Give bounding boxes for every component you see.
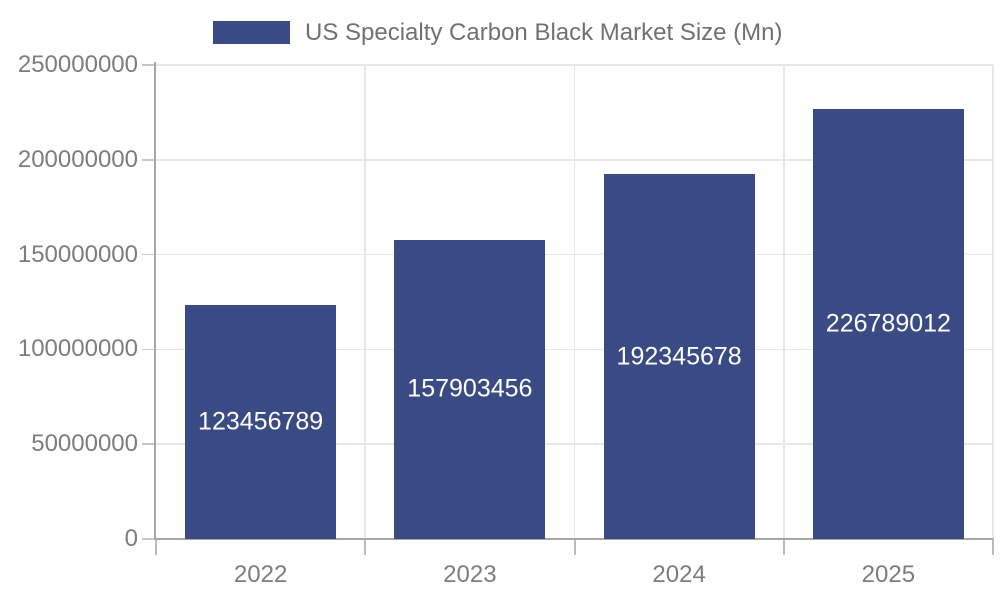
y-axis-tick-label: 200000000 [17,145,138,173]
bar-2025[interactable] [812,109,964,539]
y-tick-mark [142,538,156,540]
y-axis-tick-label: 250000000 [17,51,138,78]
bar-2023[interactable] [394,239,546,539]
x-gridline [573,65,576,539]
y-tick-mark [142,443,156,445]
x-tick-mark [155,539,157,555]
y-tick-mark [142,159,156,161]
y-axis-tick-label: 100000000 [17,335,138,363]
x-axis-tick-label: 2022 [233,561,288,588]
y-axis-tick-label: 0 [124,525,138,552]
y-tick-mark [142,348,156,351]
x-tick-mark [573,539,576,555]
x-gridline [992,65,994,539]
bar-value-label: 123456789 [198,407,324,436]
bar-value-label: 226789012 [825,309,951,338]
bar-2022[interactable] [185,304,337,539]
legend-label: US Specialty Carbon Black Market Size (M… [305,18,783,46]
x-tick-mark [992,539,994,555]
x-tick-mark [782,539,785,555]
x-axis-tick-label: 2025 [861,561,916,588]
bar-value-label: 157903456 [407,374,533,403]
x-gridline [364,65,367,539]
y-tick-mark [142,253,156,256]
x-tick-mark [364,539,367,555]
x-axis-tick-label: 2024 [652,561,706,588]
x-axis-line [154,538,993,540]
bar-value-label: 192345678 [616,342,742,371]
y-tick-mark [142,64,156,66]
legend-swatch [213,21,290,44]
x-gridline [782,65,785,539]
x-axis-tick-label: 2023 [443,561,497,588]
bar-2024[interactable] [603,174,755,539]
y-gridline [156,64,993,66]
legend[interactable]: US Specialty Carbon Black Market Size (M… [213,14,783,51]
y-axis-tick-label: 50000000 [31,430,138,458]
y-axis-tick-label: 150000000 [17,240,138,268]
y-axis-line [154,62,156,539]
